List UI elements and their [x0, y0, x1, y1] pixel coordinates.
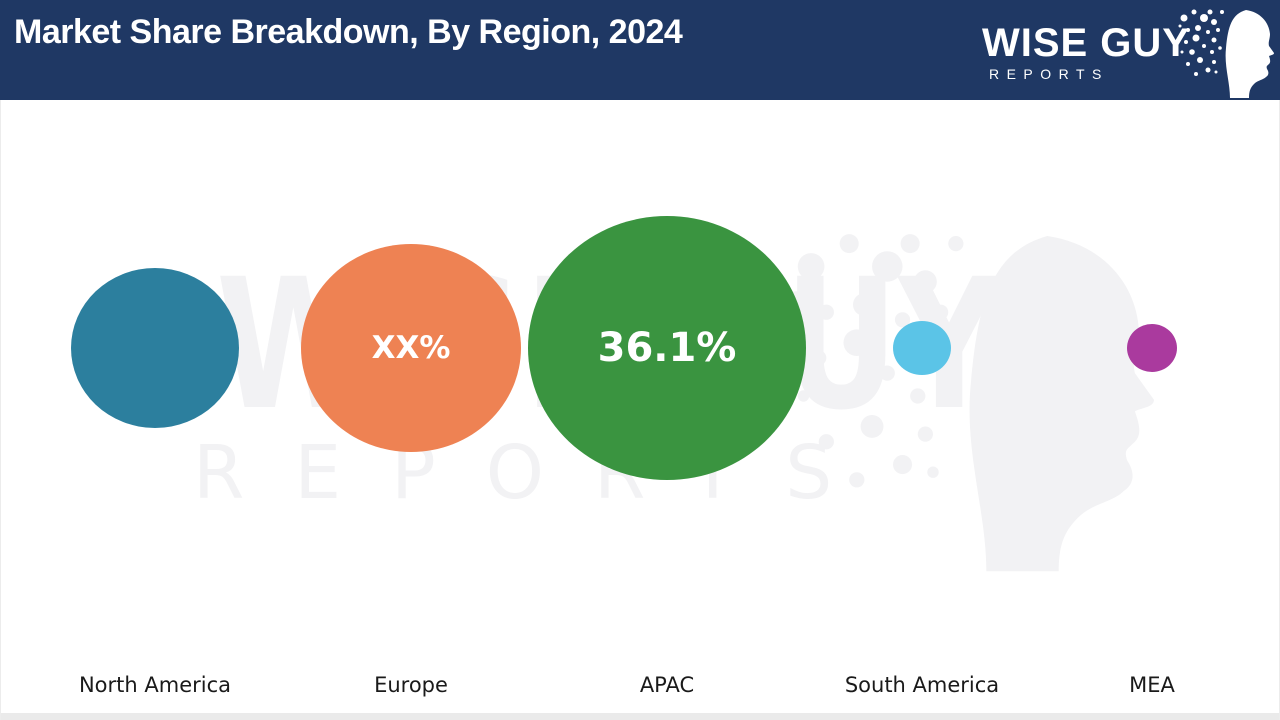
brand-logo-text: WISE GUY REPORTS: [982, 23, 1190, 82]
header-bar: Market Share Breakdown, By Region, 2024 …: [0, 0, 1280, 100]
watermark-brand-subtitle: REPORTS: [193, 430, 883, 516]
category-label-south-america: South America: [844, 673, 1000, 697]
head-profile-dots-icon: [1178, 9, 1274, 98]
bubble-value-label: 36.1%: [597, 325, 737, 371]
watermark-head-profile-icon: [790, 234, 1154, 572]
brand-name: WISE GUY: [981, 20, 1190, 65]
brand-logo: WISE GUY REPORTS: [982, 6, 1274, 98]
bubble-north-america: [71, 268, 239, 428]
brand-subtitle: REPORTS: [988, 65, 1109, 82]
category-label-north-america: North America: [78, 673, 232, 697]
bubble-mea: [1127, 324, 1177, 372]
page-title: Market Share Breakdown, By Region, 2024: [14, 13, 683, 51]
category-label-apac: APAC: [639, 673, 695, 697]
category-label-mea: MEA: [1129, 673, 1175, 697]
bubble-apac: 36.1%: [528, 216, 806, 480]
category-label-europe: Europe: [374, 673, 448, 697]
bubble-europe: XX%: [301, 244, 521, 452]
bubble-value-label: XX%: [371, 330, 451, 366]
bubble-south-america: [893, 321, 951, 375]
bottom-strip: [1, 713, 1279, 720]
